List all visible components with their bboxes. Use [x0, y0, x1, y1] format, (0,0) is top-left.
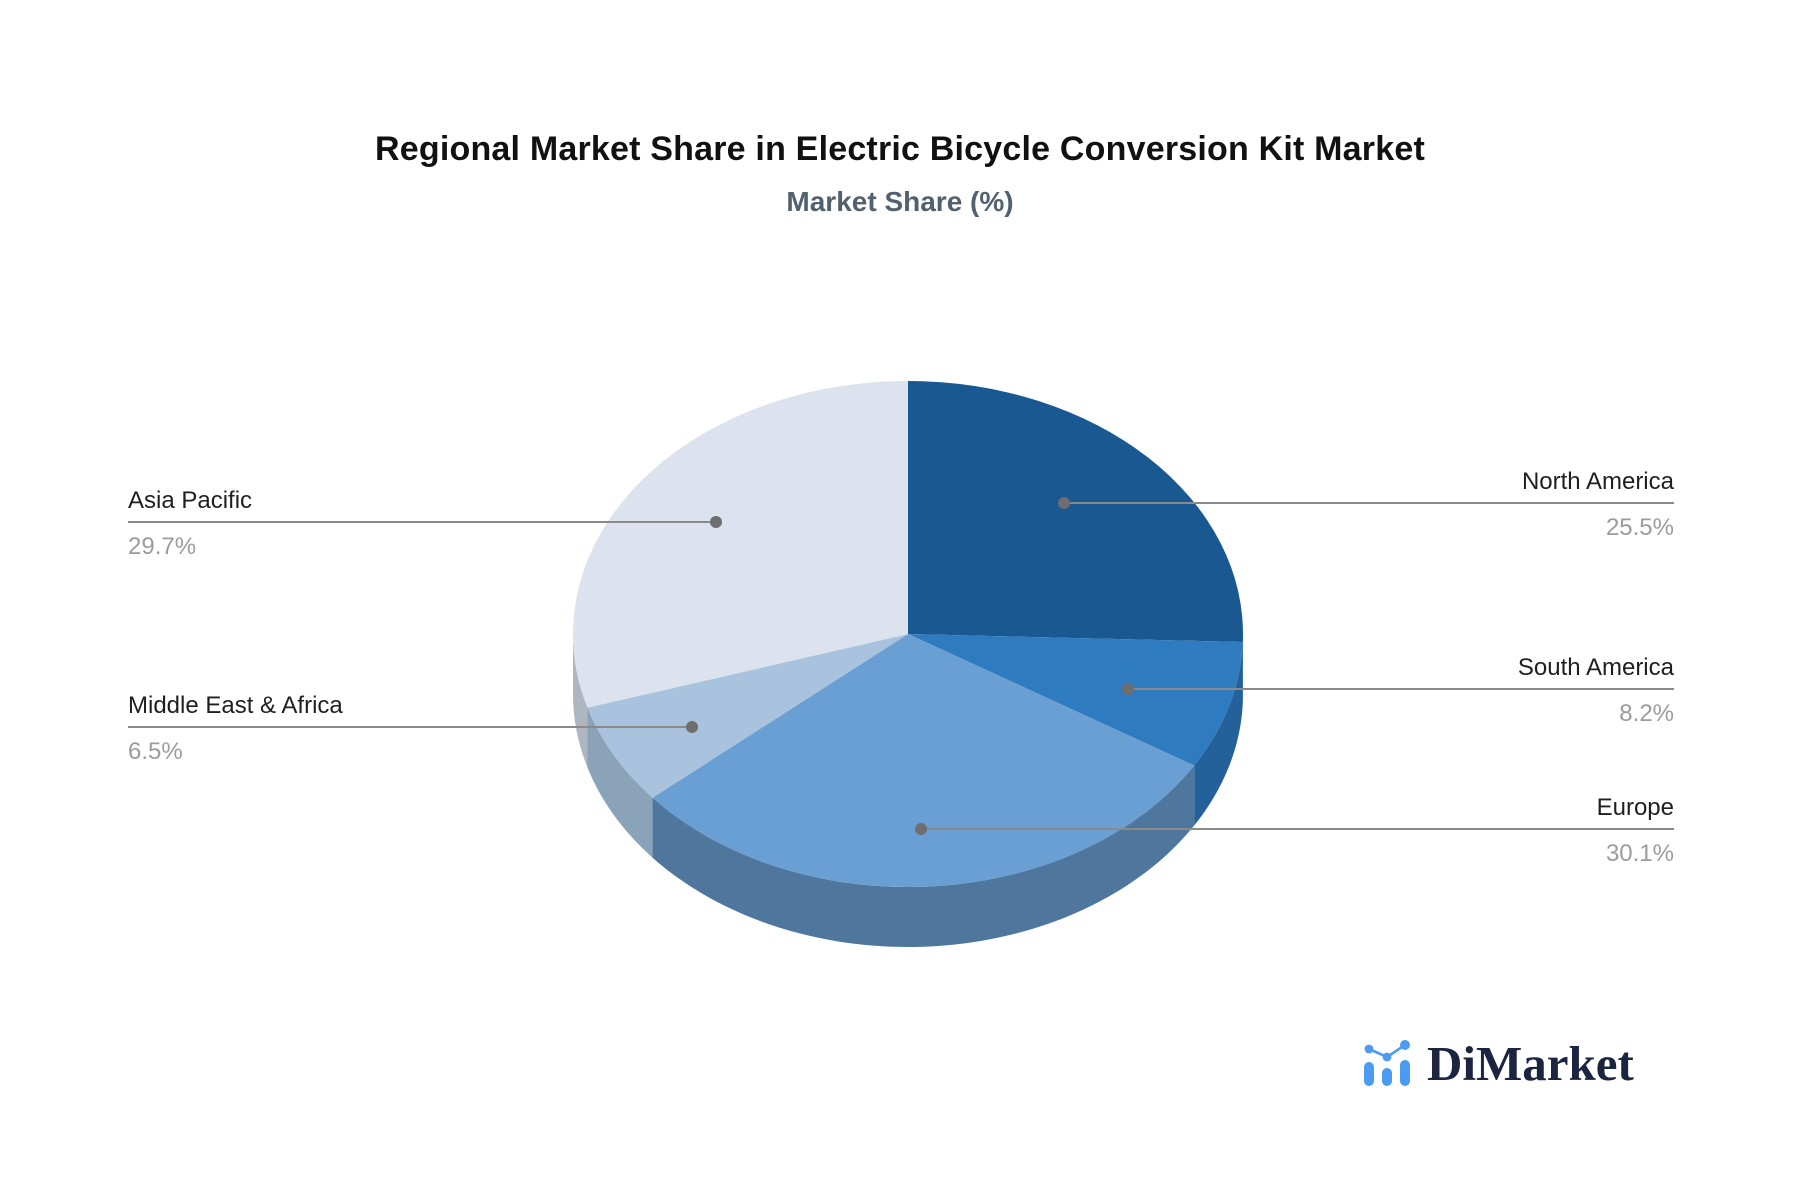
leader-line-north-america — [1058, 497, 1674, 509]
bar-line-chart-icon — [1364, 1040, 1410, 1086]
chart-subtitle: Market Share (%) — [786, 186, 1014, 217]
pie-slice-asia-pacific[interactable] — [573, 381, 908, 708]
pie-slice-side-south-america — [1194, 641, 1243, 826]
pie-slice-side-middle-east-africa — [587, 707, 653, 858]
pie-slice-side-europe — [652, 765, 1195, 948]
leader-line-middle-east-africa — [128, 721, 698, 733]
pie-slice-europe[interactable] — [652, 634, 1195, 887]
dimarket-logo: DiMarket — [1362, 1035, 1634, 1091]
leader-line-europe — [915, 823, 1674, 835]
leader-line-south-america — [1122, 683, 1674, 695]
pie-slice-south-america[interactable] — [908, 634, 1243, 766]
dimarket-logo-text: DiMarket — [1427, 1035, 1634, 1091]
pie-slice-middle-east-africa[interactable] — [587, 634, 908, 798]
pie-slice-north-america[interactable] — [908, 381, 1243, 642]
chart-title: Regional Market Share in Electric Bicycl… — [375, 130, 1425, 168]
leader-line-asia-pacific — [128, 516, 722, 528]
pie-slice-side-asia-pacific — [573, 634, 588, 768]
